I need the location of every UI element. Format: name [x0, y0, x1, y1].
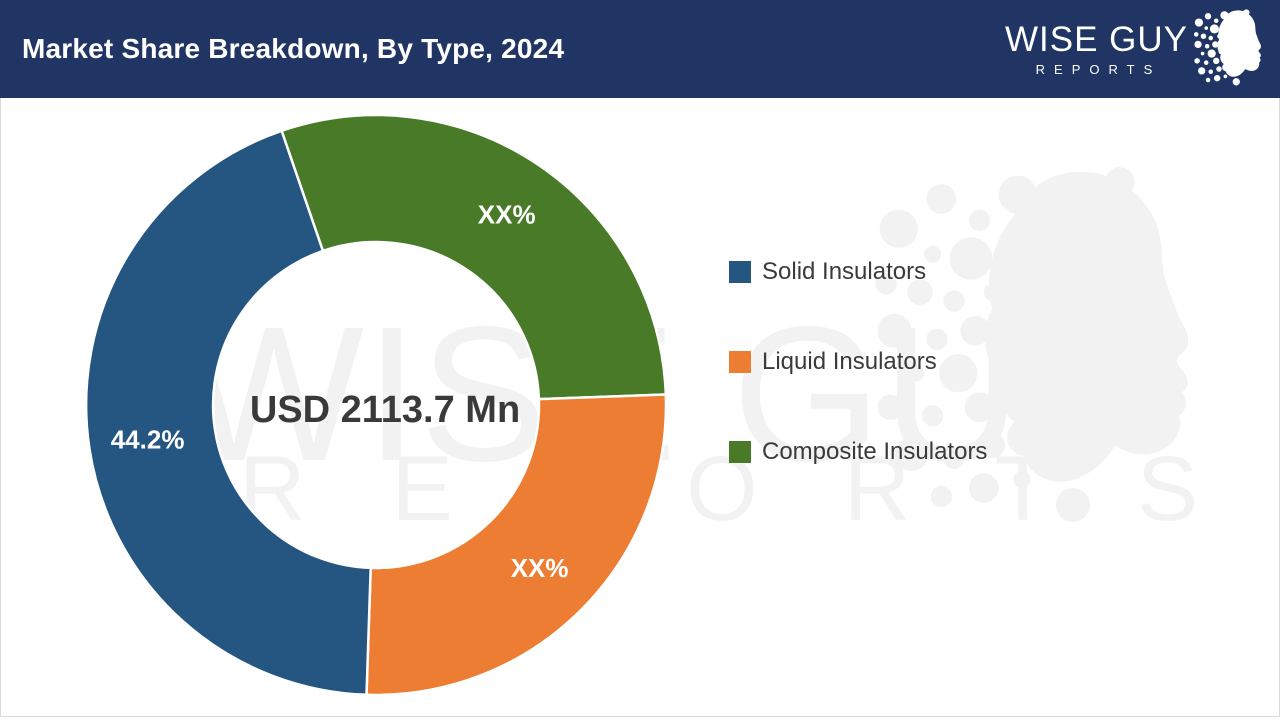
legend-label: Liquid Insulators [762, 348, 937, 375]
donut-segment-composite-insulators [280, 113, 668, 401]
donut-segment-liquid-insulators [365, 393, 668, 697]
legend-item-liquid-insulators: Liquid Insulators [729, 348, 937, 376]
brand-wordmark: WISE GUY REPORTS [1005, 22, 1188, 77]
legend-item-solid-insulators: Solid Insulators [729, 258, 926, 286]
donut-chart: USD 2113.7 Mn XX% XX% 44.2% [84, 113, 668, 697]
legend-label: Solid Insulators [762, 258, 927, 285]
legend-swatch [729, 441, 751, 463]
brand-name-text: WISE GUY [1004, 19, 1188, 59]
donut-center-value: USD 2113.7 Mn [250, 389, 520, 431]
header-bar: Market Share Breakdown, By Type, 2024 WI… [0, 0, 1280, 98]
slice-value-label-composite-insulators: XX% [478, 200, 536, 230]
page-title: Market Share Breakdown, By Type, 2024 [22, 33, 565, 64]
brand-face-icon [1192, 8, 1266, 90]
donut-segment-solid-insulators [84, 129, 372, 697]
legend-label: Composite Insulators [762, 438, 988, 465]
brand-subtext: REPORTS [1035, 61, 1162, 77]
legend-swatch [729, 261, 751, 283]
legend-swatch [729, 351, 751, 373]
slice-value-label-liquid-insulators: XX% [511, 553, 569, 583]
slice-value-label-solid-insulators: 44.2% [111, 424, 185, 454]
brand-logo: WISE GUY REPORTS [1005, 8, 1266, 90]
legend-item-composite-insulators: Composite Insulators [729, 438, 987, 466]
chart-card: WISE GUY REPORTS USD 2113.7 Mn XX% XX% 44.… [0, 98, 1280, 717]
